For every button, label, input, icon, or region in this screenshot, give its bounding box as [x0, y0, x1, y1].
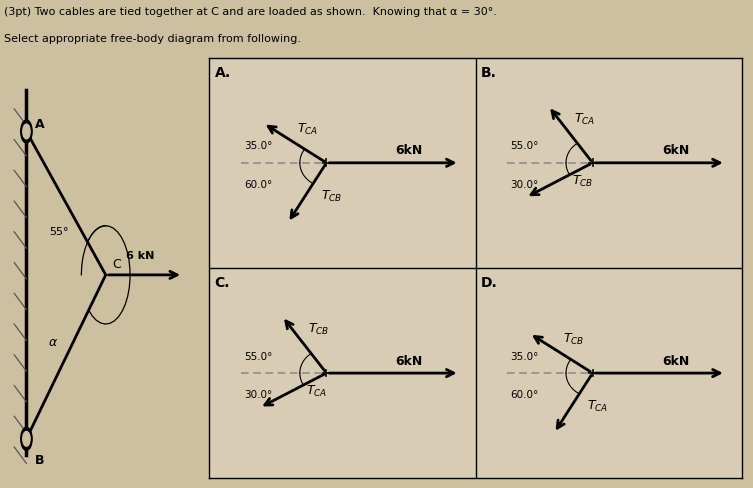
- Text: $T_{CB}$: $T_{CB}$: [308, 321, 329, 336]
- Text: A.: A.: [215, 66, 231, 80]
- Circle shape: [23, 125, 30, 140]
- Text: B.: B.: [481, 66, 497, 80]
- Text: 6kN: 6kN: [662, 354, 689, 367]
- Text: $T_{CB}$: $T_{CB}$: [322, 188, 343, 203]
- Text: Select appropriate free-body diagram from following.: Select appropriate free-body diagram fro…: [4, 34, 300, 44]
- Circle shape: [23, 431, 30, 447]
- Text: 55.0°: 55.0°: [244, 351, 273, 361]
- Text: $T_{CA}$: $T_{CA}$: [297, 122, 318, 137]
- Text: A: A: [35, 118, 44, 131]
- Text: $T_{CB}$: $T_{CB}$: [572, 173, 593, 188]
- Text: B: B: [35, 453, 44, 467]
- Text: 35.0°: 35.0°: [510, 351, 538, 361]
- Text: 6 kN: 6 kN: [126, 251, 154, 261]
- Text: 6kN: 6kN: [395, 144, 423, 157]
- Text: D.: D.: [481, 276, 498, 289]
- Text: $T_{CA}$: $T_{CA}$: [587, 398, 608, 413]
- Text: C: C: [111, 257, 120, 270]
- Text: 30.0°: 30.0°: [244, 389, 272, 399]
- Text: $T_{CA}$: $T_{CA}$: [574, 111, 595, 126]
- Text: C.: C.: [215, 276, 230, 289]
- Text: $T_{CA}$: $T_{CA}$: [306, 383, 327, 398]
- Text: α: α: [49, 335, 57, 348]
- Text: (3pt) Two cables are tied together at C and are loaded as shown.  Knowing that α: (3pt) Two cables are tied together at C …: [4, 7, 497, 17]
- Text: 30.0°: 30.0°: [510, 180, 538, 189]
- Text: $T_{CB}$: $T_{CB}$: [562, 331, 584, 346]
- Text: 60.0°: 60.0°: [244, 180, 272, 189]
- Text: 35.0°: 35.0°: [244, 141, 273, 151]
- Text: 6kN: 6kN: [395, 354, 423, 367]
- Text: 60.0°: 60.0°: [510, 389, 538, 399]
- Circle shape: [21, 427, 32, 450]
- Text: 55°: 55°: [49, 226, 69, 236]
- Circle shape: [21, 121, 32, 143]
- Text: 55.0°: 55.0°: [510, 141, 538, 151]
- Text: 6kN: 6kN: [662, 144, 689, 157]
